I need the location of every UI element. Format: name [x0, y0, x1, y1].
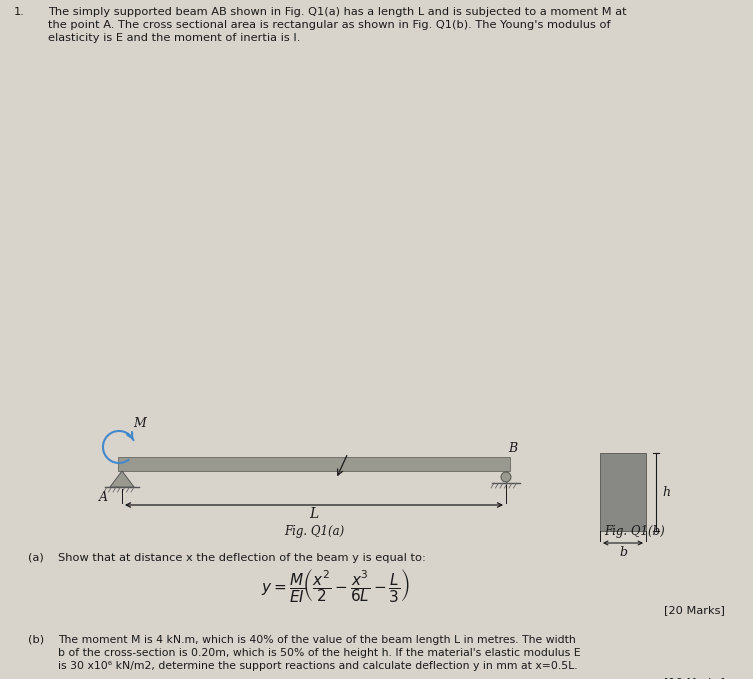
Text: $y = \dfrac{M}{EI}\!\left(\dfrac{x^2}{2} - \dfrac{x^3}{6L} - \dfrac{L}{3}\right): $y = \dfrac{M}{EI}\!\left(\dfrac{x^2}{2}… — [261, 566, 410, 604]
Text: b of the cross-section is 0.20m, which is 50% of the height h. If the material's: b of the cross-section is 0.20m, which i… — [58, 648, 581, 658]
Text: The moment M is 4 kN.m, which is 40% of the value of the beam length L in metres: The moment M is 4 kN.m, which is 40% of … — [58, 635, 576, 645]
Text: elasticity is E and the moment of inertia is I.: elasticity is E and the moment of inerti… — [48, 33, 300, 43]
Text: (a): (a) — [28, 553, 44, 563]
Text: b: b — [619, 546, 627, 559]
Text: is 30 x10⁶ kN/m2, determine the support reactions and calculate deflection y in : is 30 x10⁶ kN/m2, determine the support … — [58, 661, 578, 671]
Text: (b): (b) — [28, 635, 44, 645]
Text: Fig. Q1(a): Fig. Q1(a) — [284, 525, 344, 538]
Text: h: h — [662, 485, 670, 498]
Text: Show that at distance x the deflection of the beam y is equal to:: Show that at distance x the deflection o… — [58, 553, 426, 563]
Text: [10 Marks]: [10 Marks] — [664, 677, 725, 679]
FancyBboxPatch shape — [600, 453, 646, 531]
Text: A: A — [99, 491, 108, 504]
Text: [20 Marks]: [20 Marks] — [664, 605, 725, 615]
Text: 1.: 1. — [14, 7, 25, 17]
Text: L: L — [309, 507, 319, 521]
Text: The simply supported beam AB shown in Fig. Q1(a) has a length L and is subjected: The simply supported beam AB shown in Fi… — [48, 7, 626, 17]
Text: M: M — [133, 417, 146, 430]
FancyBboxPatch shape — [118, 457, 510, 471]
Polygon shape — [110, 471, 134, 487]
Circle shape — [501, 472, 511, 482]
Text: Fig. Q1(b): Fig. Q1(b) — [605, 525, 666, 538]
Text: B: B — [508, 442, 517, 455]
Text: the point A. The cross sectional area is rectangular as shown in Fig. Q1(b). The: the point A. The cross sectional area is… — [48, 20, 611, 30]
